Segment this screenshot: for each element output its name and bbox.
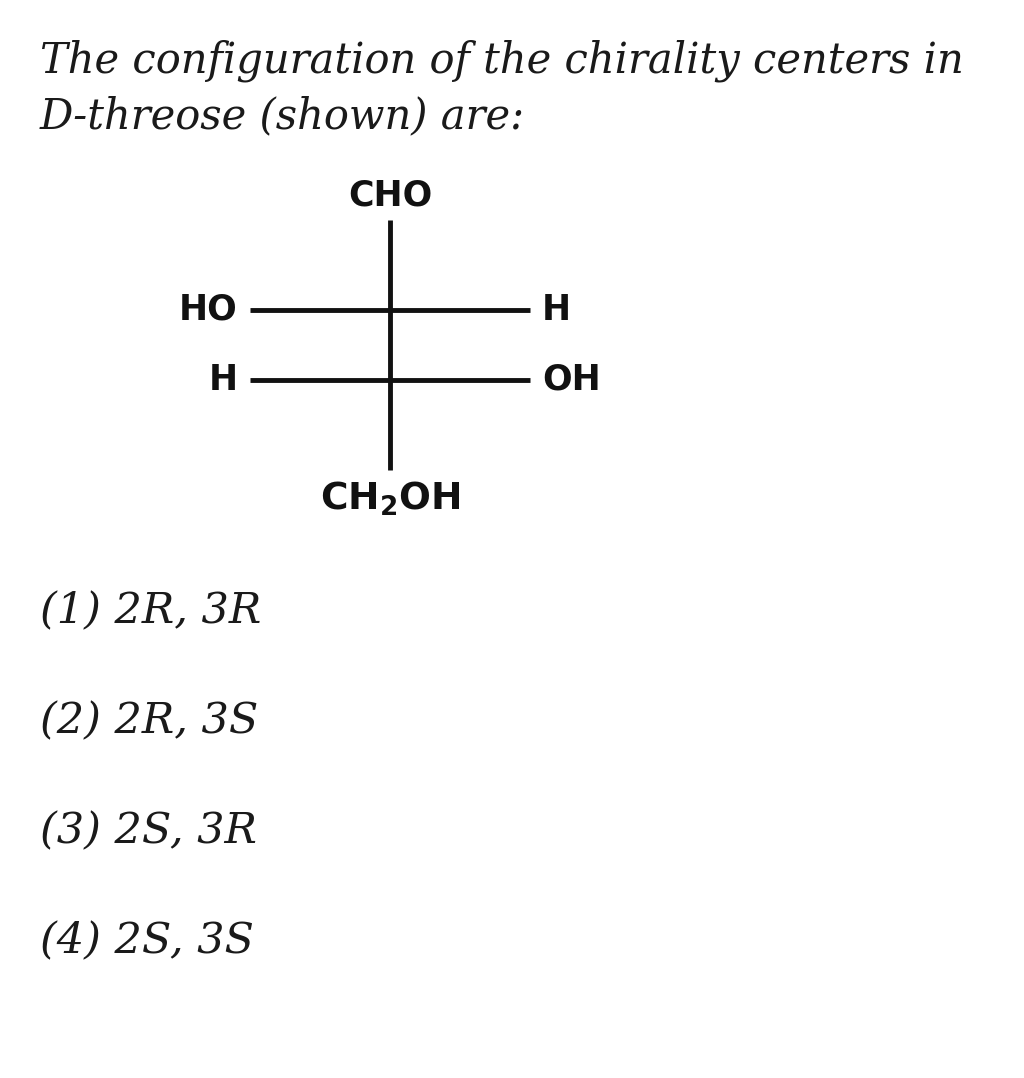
Text: (2) 2R, 3S: (2) 2R, 3S (40, 700, 258, 742)
Text: $\bf{CH_2OH}$: $\bf{CH_2OH}$ (319, 480, 460, 519)
Text: OH: OH (542, 363, 601, 397)
Text: (3) 2S, 3R: (3) 2S, 3R (40, 810, 257, 852)
Text: CHO: CHO (348, 178, 432, 212)
Text: (1) 2R, 3R: (1) 2R, 3R (40, 590, 261, 632)
Text: D-threose (shown) are:: D-threose (shown) are: (40, 95, 525, 137)
Text: HO: HO (179, 293, 238, 327)
Text: The configuration of the chirality centers in: The configuration of the chirality cente… (40, 40, 964, 83)
Text: H: H (542, 293, 571, 327)
Text: H: H (209, 363, 238, 397)
Text: (4) 2S, 3S: (4) 2S, 3S (40, 920, 254, 962)
